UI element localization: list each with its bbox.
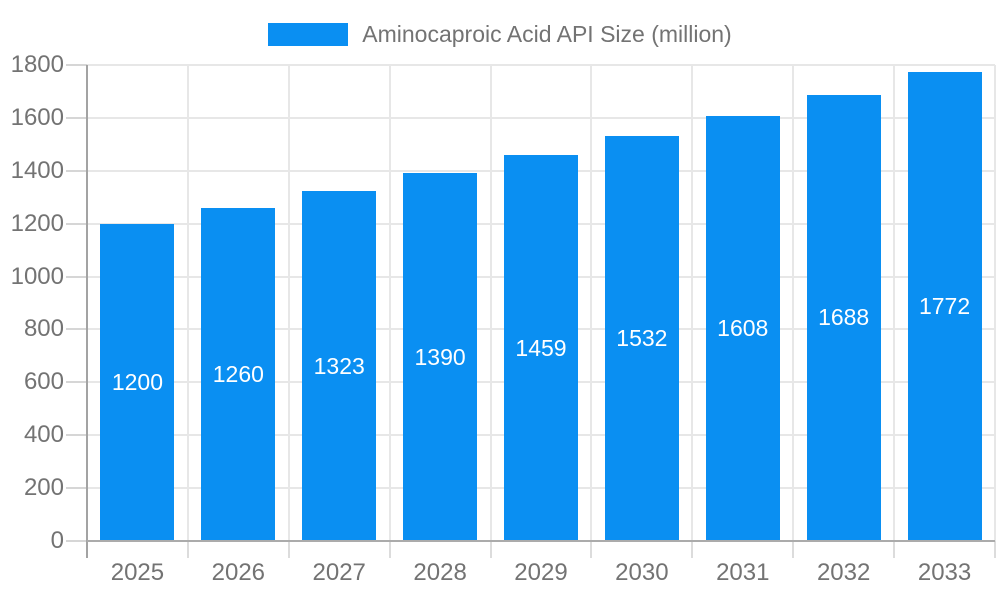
gridline-vertical	[186, 65, 189, 541]
gridline-vertical	[792, 65, 795, 541]
bar[interactable]: 1532	[604, 135, 679, 541]
x-axis-tick	[489, 541, 492, 558]
y-axis-tick-label: 1000	[10, 262, 64, 290]
gridline-vertical	[489, 65, 492, 541]
x-axis-tick	[792, 541, 795, 558]
x-axis-tick-label: 2029	[514, 559, 568, 586]
gridline-horizontal	[87, 64, 995, 66]
bar-value-label: 1200	[111, 368, 164, 395]
bar-value-label: 1608	[717, 314, 769, 341]
bar[interactable]: 1459	[504, 155, 578, 541]
x-axis-tick-label: 2028	[413, 559, 467, 586]
y-axis-tick	[66, 540, 87, 542]
bar[interactable]: 1323	[302, 191, 377, 541]
bar-value-label: 1390	[414, 343, 466, 370]
bar-value-label: 1772	[918, 293, 971, 320]
bar[interactable]: 1772	[907, 72, 982, 541]
y-axis-tick	[66, 381, 87, 384]
legend-label: Aminocaproic Acid API Size (million)	[362, 20, 732, 47]
x-axis-tick-label: 2027	[312, 559, 366, 586]
y-axis-tick-label: 600	[23, 368, 64, 396]
bar[interactable]: 1688	[806, 94, 881, 541]
gridline-vertical	[893, 65, 896, 541]
bar-value-label: 1323	[313, 352, 365, 379]
x-axis-tick	[691, 541, 694, 558]
x-axis-tick	[287, 541, 290, 558]
legend[interactable]: Aminocaproic Acid API Size (million)	[0, 19, 1000, 49]
bar[interactable]: 1200	[100, 223, 175, 541]
y-axis-tick-label: 1400	[10, 156, 64, 184]
x-axis-tick-label: 2032	[816, 559, 871, 586]
bar[interactable]: 1608	[705, 115, 780, 541]
x-axis-tick	[590, 541, 593, 558]
bar-value-label: 1459	[515, 334, 567, 361]
gridline-vertical	[994, 65, 996, 541]
y-axis-tick	[66, 64, 87, 66]
bar[interactable]: 1390	[403, 173, 478, 541]
y-axis-tick	[66, 328, 87, 331]
gridline-vertical	[590, 65, 593, 541]
legend-swatch	[268, 22, 349, 46]
x-axis-tick-label: 2031	[716, 559, 770, 586]
bar-value-label: 1532	[616, 324, 668, 351]
x-axis-tick	[893, 541, 896, 558]
y-axis-tick-label: 1800	[10, 51, 64, 78]
x-axis-tick-label: 2033	[917, 559, 972, 586]
y-axis-tick-label: 400	[23, 421, 64, 449]
y-axis-tick	[66, 275, 87, 278]
x-axis-tick	[186, 541, 189, 558]
y-axis-tick-label: 1200	[10, 209, 64, 237]
y-axis-tick	[66, 222, 87, 225]
bar-value-label: 1688	[818, 304, 870, 331]
y-axis-tick-label: 800	[23, 315, 64, 343]
y-axis-tick-label: 0	[50, 527, 64, 554]
bar[interactable]: 1260	[201, 207, 276, 541]
x-axis-line	[87, 540, 995, 542]
y-axis-tick	[66, 169, 87, 172]
y-axis-tick	[66, 487, 87, 490]
gridline-vertical	[388, 65, 391, 541]
bar-value-label: 1260	[212, 360, 264, 387]
x-axis-tick-label: 2026	[211, 559, 266, 586]
gridline-vertical	[287, 65, 290, 541]
x-axis-tick	[388, 541, 391, 558]
x-axis-tick	[994, 541, 996, 558]
x-axis-tick-label: 2025	[110, 559, 165, 586]
x-axis-tick-label: 2030	[615, 559, 669, 586]
gridline-horizontal	[87, 116, 995, 119]
y-axis-tick-label: 200	[23, 474, 64, 502]
y-axis-tick	[66, 116, 87, 119]
y-axis-tick-label: 1600	[10, 103, 64, 131]
y-axis-line	[86, 65, 88, 558]
gridline-vertical	[691, 65, 694, 541]
y-axis-tick	[66, 434, 87, 437]
